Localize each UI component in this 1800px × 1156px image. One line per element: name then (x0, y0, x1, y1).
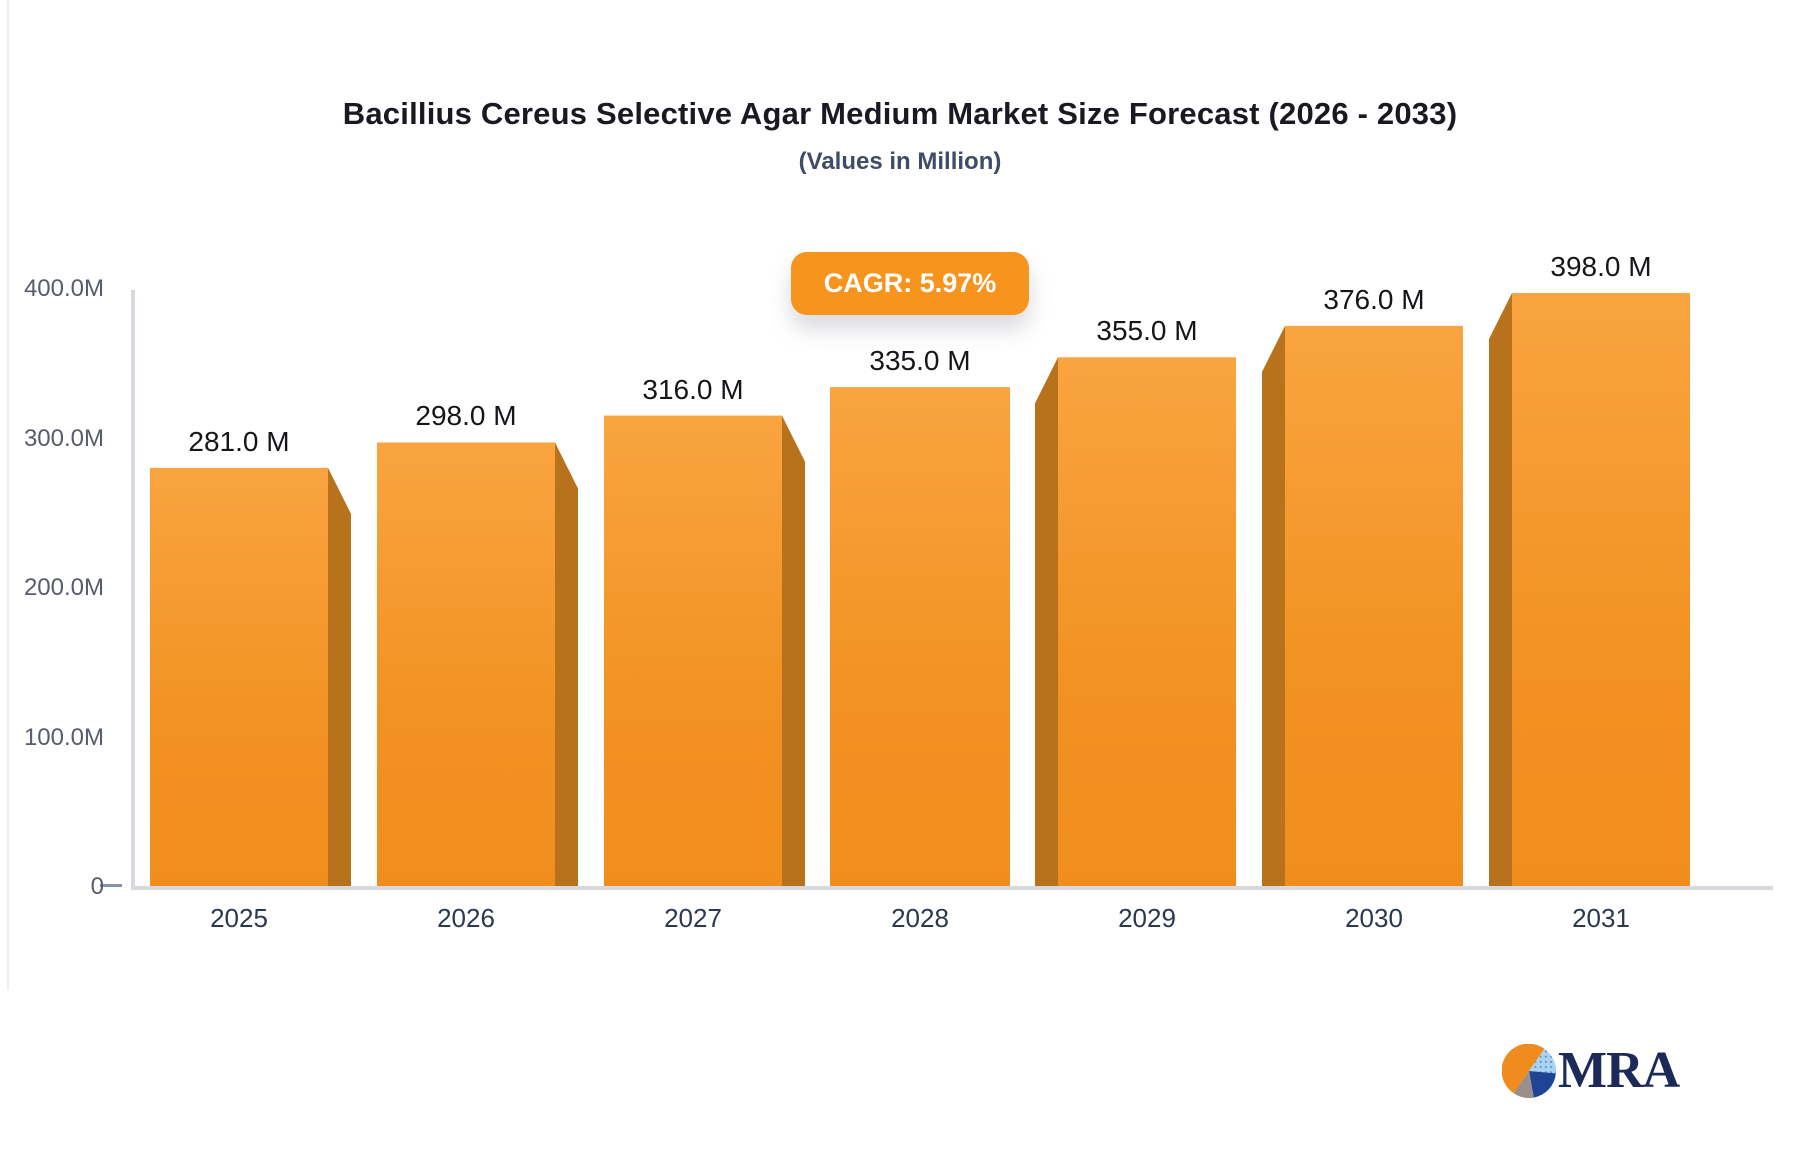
window-edge-line (7, 0, 9, 990)
bar-2026 (377, 442, 555, 888)
chart-subtitle: (Values in Million) (798, 148, 1002, 175)
x-tick-label-2026: 2026 (437, 903, 495, 933)
bar-side-face (555, 442, 578, 888)
logo-pie-icon (1502, 1044, 1556, 1098)
bar-side-face (782, 415, 805, 888)
x-tick-label-2031: 2031 (1572, 903, 1630, 933)
chart-title: Bacillius Cereus Selective Agar Medium M… (342, 96, 1458, 131)
y-axis-zero-tick (100, 884, 122, 887)
bar-side-face (1489, 292, 1512, 888)
bar-value-label-2028: 335.0 M (869, 345, 971, 377)
y-tick-label-100: 100.0M (23, 723, 104, 751)
logo-text: MRA (1558, 1042, 1680, 1099)
y-tick-label-0: 0 (90, 873, 104, 900)
bar-value-label-2027: 316.0 M (642, 373, 744, 405)
bar-value-label-2031: 398.0 M (1550, 250, 1652, 282)
x-tick-label-2027: 2027 (664, 903, 722, 933)
y-tick-label-300: 300.0M (23, 424, 104, 452)
brand-logo: MRA (1502, 1042, 1680, 1100)
x-tick-label-2029: 2029 (1118, 903, 1176, 933)
x-tick-label-2025: 2025 (210, 903, 268, 933)
bar-value-label-2030: 376.0 M (1323, 283, 1425, 315)
y-axis-line (131, 290, 135, 890)
x-tick-label-2030: 2030 (1345, 903, 1403, 933)
cagr-badge-label: CAGR: 5.97% (823, 268, 997, 298)
bar-value-label-2026: 298.0 M (415, 400, 517, 432)
bar-side-face (328, 467, 351, 888)
x-axis-line (131, 886, 1773, 890)
y-tick-label-400: 400.0M (23, 275, 104, 302)
bar-2029 (1058, 357, 1236, 888)
bar-side-face (1262, 325, 1285, 888)
bar-side-face (1035, 357, 1058, 888)
bar-2027 (604, 415, 782, 888)
bar-value-label-2025: 281.0 M (188, 425, 290, 457)
bar-2025 (150, 467, 328, 888)
bar-value-label-2029: 355.0 M (1096, 315, 1198, 347)
y-tick-label-200: 200.0M (23, 574, 104, 601)
bar-2031 (1512, 292, 1690, 888)
cagr-badge: CAGR: 5.97% (791, 252, 1029, 315)
bar-2030 (1285, 325, 1463, 888)
x-tick-label-2028: 2028 (891, 903, 949, 933)
bar-2028 (830, 387, 1010, 888)
